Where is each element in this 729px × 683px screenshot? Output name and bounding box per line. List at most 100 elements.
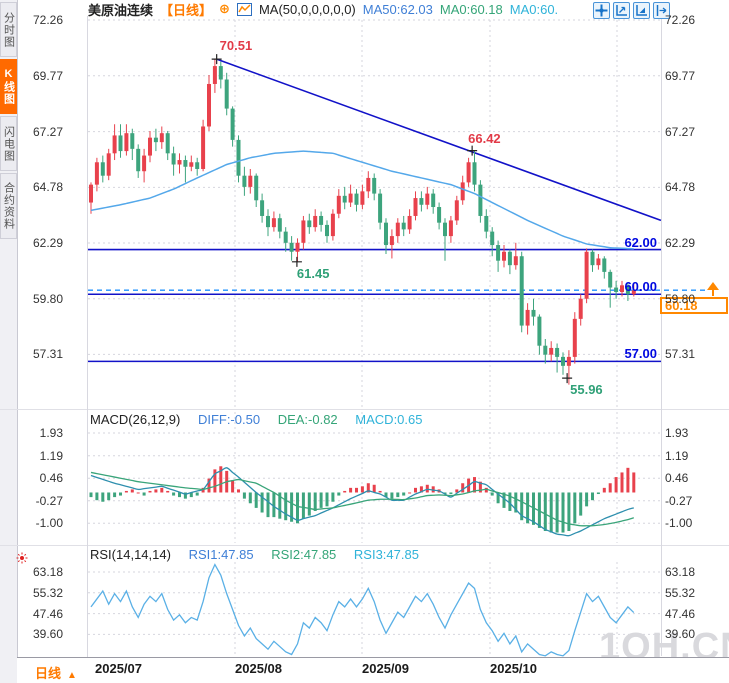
price-annotation: 70.51 — [219, 38, 253, 54]
macd-hist-bar — [166, 490, 170, 493]
axis-tick-left: 1.93 — [39, 426, 63, 440]
current-price-box: 60.18 — [660, 297, 728, 314]
candle-body — [100, 162, 105, 176]
macd-hist-bar — [349, 487, 353, 493]
macd-hist-bar — [148, 490, 152, 493]
axis-tick-right: -1.00 — [665, 516, 693, 531]
pan-right-icon[interactable] — [653, 2, 670, 19]
macd-hist-bar — [378, 490, 382, 493]
candle-body — [183, 160, 188, 167]
candle-body — [631, 290, 636, 295]
rsi3-value: RSI3:47.85 — [353, 547, 419, 562]
candle-body — [195, 162, 200, 169]
rsi1-value: RSI1:47.85 — [188, 547, 254, 562]
axis-scale-icon[interactable] — [633, 2, 650, 19]
macd-hist-bar — [142, 492, 146, 496]
date-label: 2025/10 — [490, 661, 537, 676]
macd-hist-bar — [95, 492, 99, 501]
candle-body — [608, 271, 613, 288]
add-indicator-icon[interactable]: ⊕ — [219, 1, 230, 16]
axis-tick-left: 69.77 — [32, 68, 63, 83]
candle-body — [531, 309, 536, 317]
axis-tick-right: 55.32 — [665, 585, 696, 600]
axis-tick-right: 39.60 — [665, 627, 696, 642]
sidebar-tab-contract-info[interactable]: 合约资料 — [0, 173, 17, 239]
macd-hist-bar — [372, 484, 376, 493]
candle-body — [395, 222, 400, 237]
macd-hist-bar — [107, 492, 111, 501]
candle-body — [301, 220, 306, 243]
candle-body — [419, 198, 424, 205]
macd-hist-bar — [408, 492, 412, 494]
candle-body — [584, 251, 589, 299]
candle-body — [201, 126, 206, 169]
axis-tick-right: 62.29 — [665, 236, 696, 251]
period-label[interactable]: 【日线】 — [160, 2, 213, 18]
annotation-cross-icon — [291, 256, 302, 267]
rsi2-value: RSI2:47.85 — [271, 547, 337, 562]
price-annotation: 55.96 — [570, 382, 603, 398]
axis-tick-left: -1.00 — [35, 516, 63, 531]
candle-body — [502, 251, 506, 261]
axis-tick-right: 47.46 — [665, 606, 696, 621]
sidebar-tab-time-chart[interactable]: 分时图 — [0, 2, 17, 57]
candle-body — [236, 139, 241, 176]
hot-sun-icon[interactable] — [16, 551, 28, 569]
level-label: 62.00 — [624, 234, 657, 250]
macd-hist-bar — [319, 492, 323, 508]
candle-body — [561, 356, 565, 366]
macd-hist-bar — [130, 489, 134, 493]
macd-hist-bar — [366, 483, 370, 493]
candle-body — [118, 135, 123, 152]
candle-body — [490, 231, 495, 246]
macd-dea-line — [90, 471, 634, 527]
period-tab-daily[interactable]: 日线 ▲ — [35, 663, 77, 682]
macd-hist-bar — [414, 487, 417, 493]
candle-body — [602, 258, 607, 272]
macd-hist-bar — [301, 492, 305, 519]
macd-hist-bar — [443, 492, 447, 495]
candle-body — [496, 245, 501, 261]
candle-body — [484, 215, 489, 232]
candle-body — [543, 345, 548, 355]
candle-body — [224, 79, 229, 109]
axis-fit-icon[interactable] — [613, 2, 630, 19]
macd-hist-bar — [237, 489, 240, 493]
candle-body — [578, 298, 583, 319]
candle-body — [153, 137, 158, 143]
macd-diff-line — [90, 467, 634, 537]
macd-hist-bar — [343, 490, 347, 493]
sidebar-tab-flash-chart[interactable]: 闪电图 — [0, 116, 17, 171]
axis-tick-left: 67.27 — [32, 124, 63, 139]
candle-body — [266, 215, 270, 228]
candle-body — [507, 251, 512, 266]
candle-body — [572, 318, 577, 357]
macd-hist-bar — [160, 487, 164, 493]
macd-name: MACD(26,12,9) — [90, 412, 181, 427]
macd-hist-bar — [248, 492, 252, 504]
rsi-line — [90, 563, 635, 657]
candle-body — [443, 222, 447, 237]
chart-window-icon[interactable] — [236, 2, 252, 16]
macd-hist-bar — [242, 492, 246, 499]
candle-body — [148, 137, 152, 156]
candle-body — [413, 198, 418, 216]
candle-body — [177, 160, 182, 165]
macd-hist-bar — [502, 492, 506, 508]
price-annotation: 61.45 — [296, 265, 330, 281]
period-tab-label: 日线 — [35, 666, 62, 681]
axis-tick-right: -0.27 — [665, 493, 693, 508]
macd-hist-bar — [402, 492, 406, 496]
pan-icon[interactable] — [593, 2, 610, 19]
candle-body — [254, 175, 259, 201]
candle-body — [336, 195, 341, 214]
candle-body — [230, 108, 235, 140]
macd-hist-bar — [537, 492, 541, 528]
axis-tick-right: 57.31 — [665, 347, 696, 362]
candle-body — [325, 224, 329, 237]
candle-body — [136, 148, 141, 172]
sidebar-tab-kline-chart[interactable]: K线图 — [0, 59, 17, 114]
chart-header: 美原油连续 【日线】 ⊕ MA(50,0,0,0,0,0) MA50:62.03… — [88, 1, 558, 18]
axis-tick-left: 55.32 — [32, 585, 63, 600]
